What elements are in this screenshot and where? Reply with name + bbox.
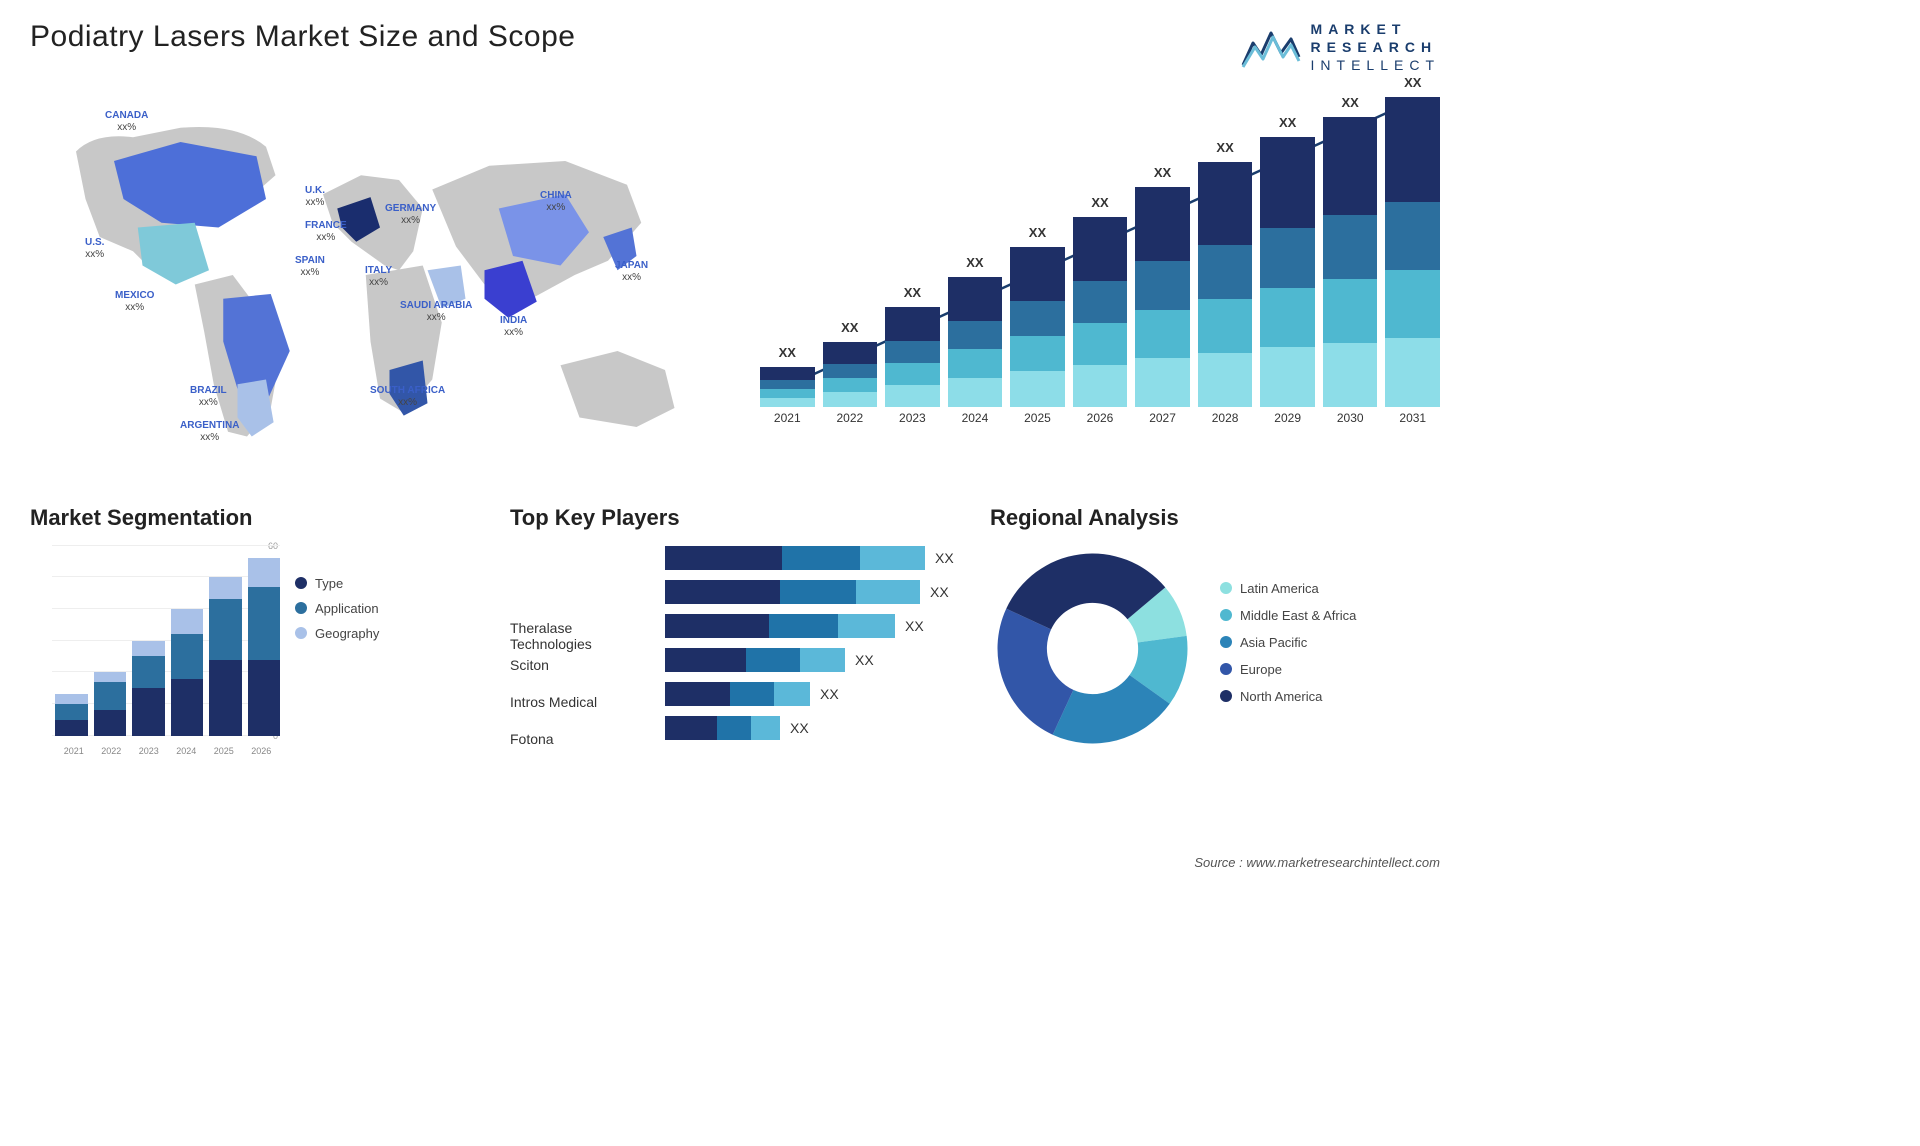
legend-item: Application — [295, 601, 379, 616]
player-bar — [665, 614, 895, 638]
source-attribution: Source : www.marketresearchintellect.com — [1194, 855, 1440, 870]
growth-year-label: 2027 — [1149, 411, 1176, 425]
map-label: MEXICOxx% — [115, 290, 154, 314]
growth-bar-label: XX — [1385, 75, 1440, 90]
growth-year-label: 2024 — [962, 411, 989, 425]
growth-bar-label: XX — [1260, 115, 1315, 130]
map-label: SOUTH AFRICAxx% — [370, 385, 445, 409]
legend-item: Middle East & Africa — [1220, 608, 1356, 623]
map-label: SPAINxx% — [295, 255, 325, 279]
player-bar — [665, 716, 780, 740]
growth-bar: XX — [823, 342, 878, 407]
player-bar — [665, 580, 920, 604]
segmentation-title: Market Segmentation — [30, 505, 480, 531]
growth-year-label: 2030 — [1337, 411, 1364, 425]
growth-bar: XX — [1385, 97, 1440, 407]
regional-panel: Regional Analysis Latin America Middle Ea… — [990, 505, 1440, 756]
player-value: XX — [930, 584, 949, 600]
growth-bar-label: XX — [885, 285, 940, 300]
player-value: XX — [790, 720, 809, 736]
legend-item: Europe — [1220, 662, 1356, 677]
growth-bar: XX — [1198, 162, 1253, 407]
legend-item: North America — [1220, 689, 1356, 704]
seg-bar — [171, 609, 204, 736]
player-value: XX — [905, 618, 924, 634]
growth-bar-label: XX — [948, 255, 1003, 270]
growth-bar: XX — [1323, 117, 1378, 407]
growth-bar: XX — [1073, 217, 1128, 407]
legend-item: Geography — [295, 626, 379, 641]
growth-year-label: 2025 — [1024, 411, 1051, 425]
legend-item: Type — [295, 576, 379, 591]
growth-bar-label: XX — [1323, 95, 1378, 110]
seg-bar — [94, 672, 127, 735]
growth-bar-label: XX — [823, 320, 878, 335]
brand-logo: MARKET RESEARCH INTELLECT — [1241, 20, 1440, 75]
player-bar — [665, 546, 925, 570]
map-label: ARGENTINAxx% — [180, 420, 239, 444]
growth-year-label: 2023 — [899, 411, 926, 425]
growth-chart: XX 2021 XX 2022 XX 2023 XX 2024 XX 2025 XX 2026 XX 20… — [760, 85, 1440, 485]
player-label: Intros Medical — [510, 694, 650, 714]
growth-bar-label: XX — [1073, 195, 1128, 210]
player-bar — [665, 648, 845, 672]
player-label — [510, 546, 650, 566]
growth-bar: XX — [1010, 247, 1065, 407]
world-map: CANADAxx% U.S.xx% MEXICOxx% BRAZILxx% ARGENT… — [30, 85, 730, 485]
player-value: XX — [935, 550, 954, 566]
growth-bar: XX — [1135, 187, 1190, 407]
growth-bar: XX — [885, 307, 940, 407]
map-label: SAUDI ARABIAxx% — [400, 300, 472, 324]
player-bar — [665, 682, 810, 706]
logo-line1: MARKET — [1311, 20, 1440, 38]
map-label: CANADAxx% — [105, 110, 148, 134]
growth-year-label: 2028 — [1212, 411, 1239, 425]
player-value: XX — [855, 652, 874, 668]
map-label: U.S.xx% — [85, 237, 104, 261]
regional-title: Regional Analysis — [990, 505, 1440, 531]
segmentation-panel: Market Segmentation 01020304050602021202… — [30, 505, 480, 756]
map-label: BRAZILxx% — [190, 385, 227, 409]
player-value: XX — [820, 686, 839, 702]
growth-bar-label: XX — [1010, 225, 1065, 240]
player-label — [510, 583, 650, 603]
growth-bar: XX — [760, 367, 815, 407]
growth-year-label: 2021 — [774, 411, 801, 425]
growth-year-label: 2031 — [1399, 411, 1426, 425]
seg-bar — [209, 577, 242, 735]
player-label: Theralase Technologies — [510, 620, 650, 640]
growth-bar: XX — [1260, 137, 1315, 407]
player-label: Sciton — [510, 657, 650, 677]
page-title: Podiatry Lasers Market Size and Scope — [30, 20, 575, 54]
map-label: JAPANxx% — [615, 260, 648, 284]
growth-bar-label: XX — [1198, 140, 1253, 155]
growth-year-label: 2029 — [1274, 411, 1301, 425]
seg-bar — [55, 694, 88, 735]
logo-line2: RESEARCH — [1311, 38, 1440, 56]
growth-bar: XX — [948, 277, 1003, 407]
logo-line3: INTELLECT — [1311, 56, 1440, 74]
growth-year-label: 2022 — [836, 411, 863, 425]
growth-bar-label: XX — [760, 345, 815, 360]
legend-item: Latin America — [1220, 581, 1356, 596]
map-label: U.K.xx% — [305, 185, 325, 209]
seg-bar — [132, 641, 165, 736]
seg-bar — [248, 558, 281, 735]
player-label: Fotona — [510, 731, 650, 751]
map-label: INDIAxx% — [500, 315, 527, 339]
map-label: FRANCExx% — [305, 220, 347, 244]
players-title: Top Key Players — [510, 505, 960, 531]
map-label: GERMANYxx% — [385, 203, 436, 227]
growth-bar-label: XX — [1135, 165, 1190, 180]
growth-year-label: 2026 — [1087, 411, 1114, 425]
players-panel: Top Key Players Theralase Technologies Sc… — [510, 505, 960, 756]
map-label: CHINAxx% — [540, 190, 572, 214]
legend-item: Asia Pacific — [1220, 635, 1356, 650]
map-label: ITALYxx% — [365, 265, 392, 289]
